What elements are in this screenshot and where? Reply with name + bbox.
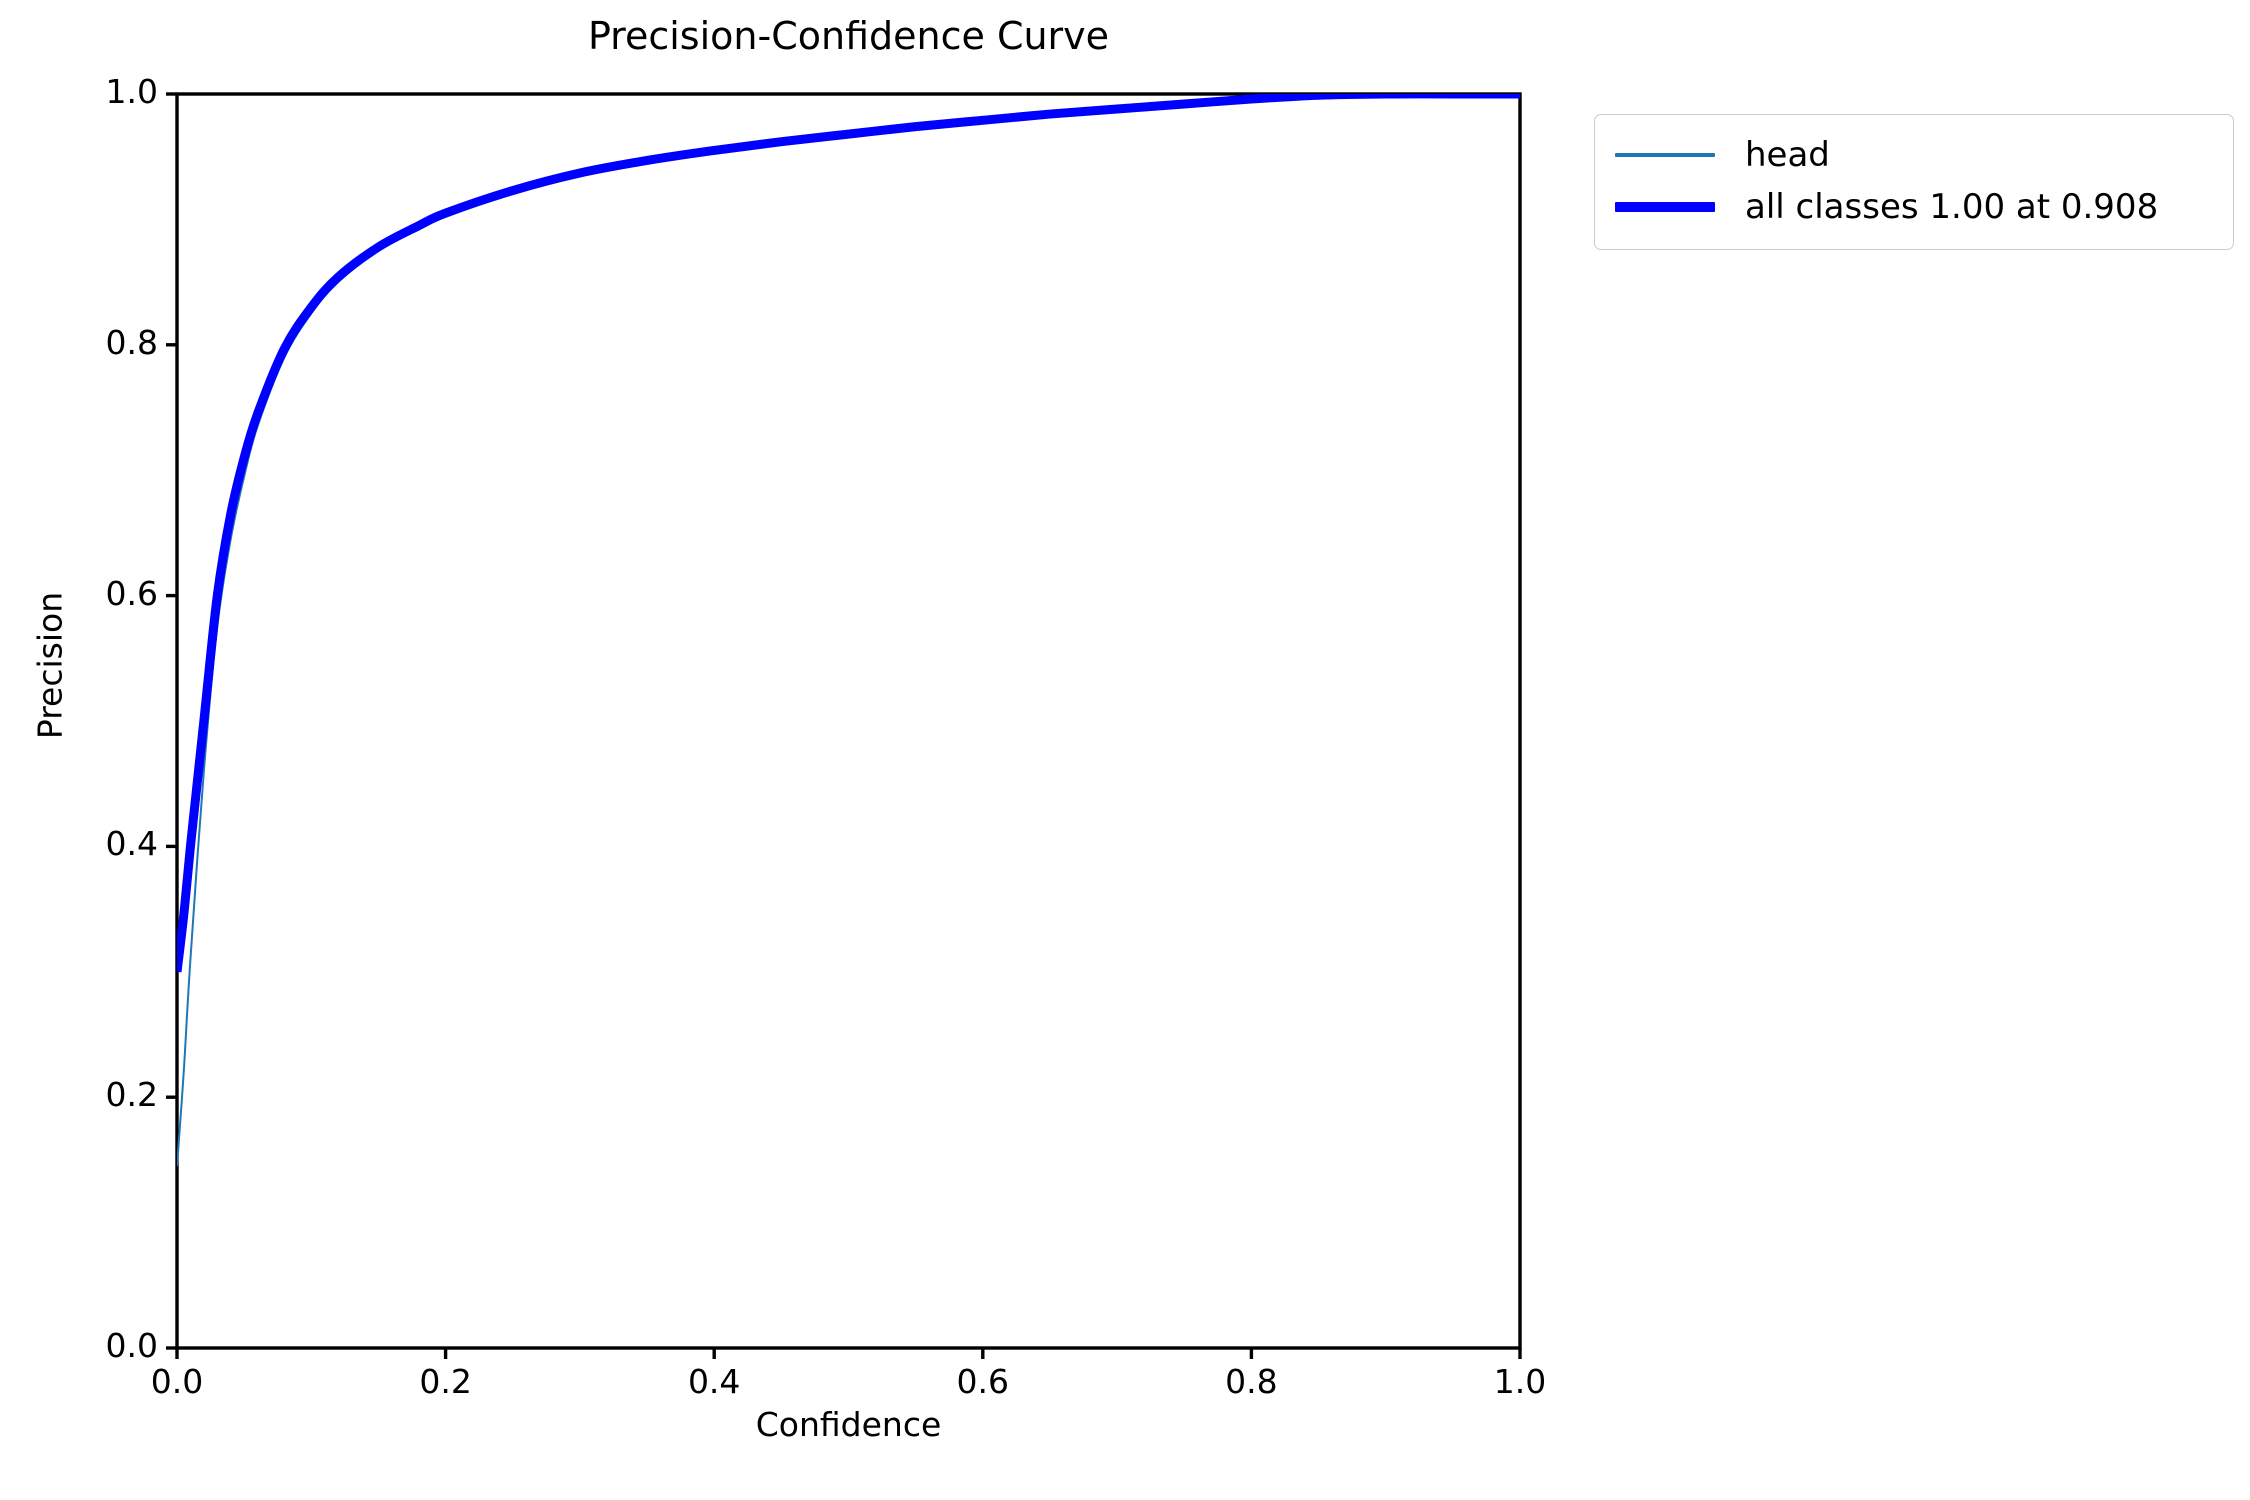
legend-label-head: head — [1745, 135, 1830, 175]
x-tick-label-1: 0.2 — [419, 1362, 472, 1401]
x-tick-label-5: 1.0 — [1493, 1362, 1547, 1401]
y-tick-label-5: 1.0 — [105, 72, 158, 111]
legend-item-head[interactable]: head — [1611, 129, 2217, 181]
y-tick-label-2: 0.4 — [105, 824, 158, 864]
x-tick-label-2: 0.4 — [687, 1362, 741, 1401]
series-layer — [177, 94, 1520, 1167]
y-tick-label-3: 0.6 — [105, 573, 158, 613]
legend-item-all-classes[interactable]: all classes 1.00 at 0.908 — [1611, 181, 2217, 233]
legend-label-all-classes: all classes 1.00 at 0.908 — [1745, 187, 2159, 227]
series-line-all-classes — [177, 94, 1520, 973]
page-title: Precision-Confidence Curve — [587, 14, 1110, 58]
axes-spines — [175, 92, 1522, 1350]
y-axis-label: Precision — [30, 591, 70, 740]
legend-line-icon-head — [1611, 153, 1719, 157]
tick-marks — [166, 92, 1522, 1359]
x-tick-label-0: 0.0 — [150, 1362, 204, 1401]
axes-frame — [175, 92, 1522, 1350]
y-tick-label-0: 0.0 — [105, 1326, 158, 1365]
y-tick-label-1: 0.2 — [105, 1075, 158, 1115]
x-tick-label-4: 0.8 — [1225, 1362, 1278, 1401]
y-tick-label-4: 0.8 — [105, 322, 158, 362]
x-axis-label: Confidence — [755, 1405, 942, 1444]
legend-line-icon-all-classes — [1611, 202, 1719, 212]
x-tick-label-3: 0.6 — [956, 1362, 1010, 1401]
legend: head all classes 1.00 at 0.908 — [1594, 114, 2234, 250]
